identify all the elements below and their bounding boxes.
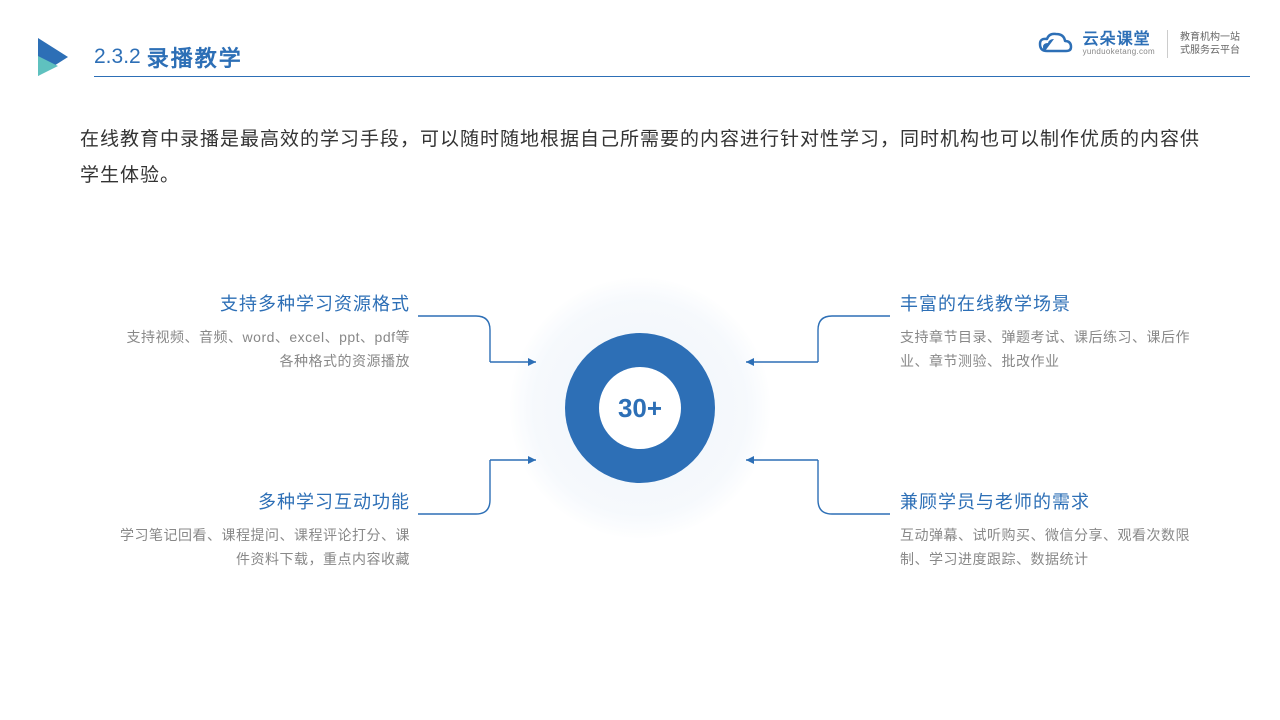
feature-desc: 支持视频、音频、word、excel、ppt、pdf等各种格式的资源播放 [120,326,410,374]
play-icon [38,38,72,76]
feature-desc: 互动弹幕、试听购买、微信分享、观看次数限制、学习进度跟踪、数据统计 [900,524,1190,572]
feature-top-right: 丰富的在线教学场景 支持章节目录、弹题考试、课后练习、课后作业、章节测验、批改作… [900,290,1190,374]
circle-ring: 30+ [565,333,715,483]
logo-divider [1167,30,1168,58]
circle-inner: 30+ [599,367,681,449]
brand-domain: yunduoketang.com [1083,48,1155,57]
section-number: 2.3.2 [94,45,141,69]
feature-desc: 学习笔记回看、课程提问、课程评论打分、课件资料下载，重点内容收藏 [120,524,410,572]
feature-title: 丰富的在线教学场景 [900,290,1190,316]
center-circle: 30+ [510,278,770,538]
logo-text: 云朵课堂 yunduoketang.com [1083,31,1155,57]
feature-top-left: 支持多种学习资源格式 支持视频、音频、word、excel、ppt、pdf等各种… [120,290,410,374]
logo-tagline: 教育机构一站 式服务云平台 [1180,31,1244,57]
feature-bottom-left: 多种学习互动功能 学习笔记回看、课程提问、课程评论打分、课件资料下载，重点内容收… [120,488,410,572]
cloud-icon [1037,31,1073,57]
feature-bottom-right: 兼顾学员与老师的需求 互动弹幕、试听购买、微信分享、观看次数限制、学习进度跟踪、… [900,488,1190,572]
circle-label: 30+ [618,393,662,424]
feature-title: 多种学习互动功能 [120,488,410,514]
brand-logo: 云朵课堂 yunduoketang.com 教育机构一站 式服务云平台 [1037,30,1244,58]
feature-title: 支持多种学习资源格式 [120,290,410,316]
brand-name: 云朵课堂 [1083,31,1155,49]
intro-paragraph: 在线教育中录播是最高效的学习手段，可以随时随地根据自己所需要的内容进行针对性学习… [80,122,1200,194]
feature-desc: 支持章节目录、弹题考试、课后练习、课后作业、章节测验、批改作业 [900,326,1190,374]
title-underline [94,76,1250,77]
section-title: 录播教学 [147,41,243,73]
feature-title: 兼顾学员与老师的需求 [900,488,1190,514]
